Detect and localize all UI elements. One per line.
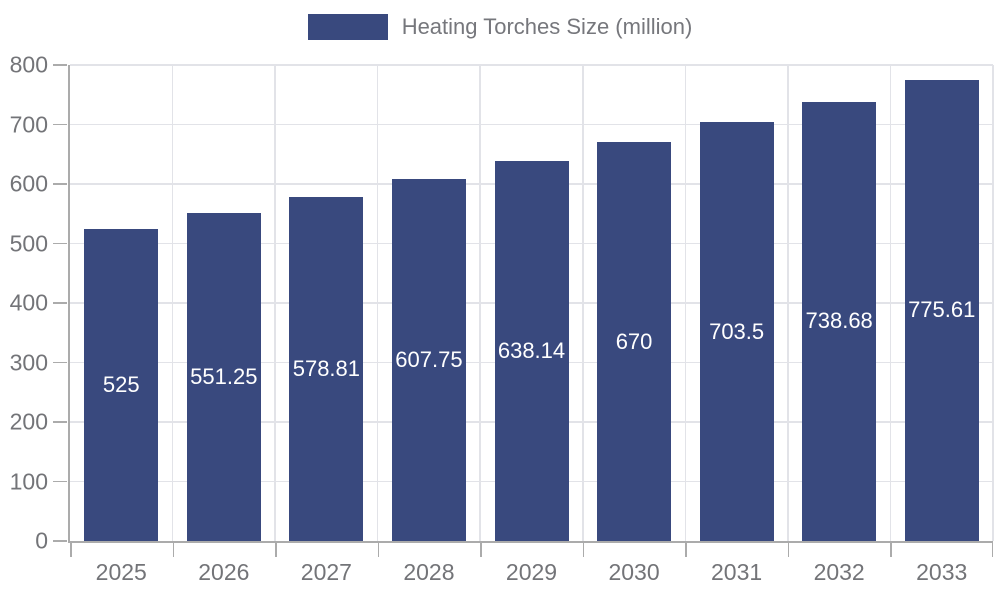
x-axis-category-label: 2033 xyxy=(916,559,968,585)
y-axis-tick-label: 100 xyxy=(9,468,48,494)
x-axis-tick xyxy=(275,541,277,557)
x-axis-tick xyxy=(991,541,993,557)
y-axis-tick-label: 400 xyxy=(9,289,48,316)
x-gridline xyxy=(376,65,379,541)
x-gridline xyxy=(684,65,687,541)
y-gridline xyxy=(70,64,993,66)
bar[interactable]: 638.14 xyxy=(494,161,569,541)
bar[interactable]: 551.25 xyxy=(186,213,261,541)
y-axis-tick-label: 700 xyxy=(9,111,48,137)
y-gridline xyxy=(70,123,993,126)
x-axis-tick xyxy=(70,541,72,557)
y-axis-tick-label: 800 xyxy=(9,51,48,78)
y-axis-tick-label: 200 xyxy=(9,408,48,435)
bar-value-label: 775.61 xyxy=(908,297,976,323)
y-axis-tick xyxy=(53,183,67,185)
x-axis-category-label: 2029 xyxy=(505,559,558,585)
x-axis-line xyxy=(68,541,993,543)
x-axis-category-label: 2028 xyxy=(403,559,455,585)
x-axis-tick xyxy=(582,541,585,557)
y-axis-tick-label: 500 xyxy=(9,230,48,256)
x-axis-tick xyxy=(890,541,892,557)
x-gridline xyxy=(274,65,276,541)
y-axis-tick xyxy=(53,64,67,66)
x-gridline xyxy=(889,65,892,541)
x-axis-tick xyxy=(172,541,175,557)
plot-area: 0 100 200 300 400 500 600 700 800 525 2025 551.25 20… xyxy=(10,52,994,585)
bar[interactable]: 578.81 xyxy=(289,196,364,541)
x-axis-tick xyxy=(480,541,482,557)
bar-value-label: 638.14 xyxy=(497,338,566,364)
x-axis-category-label: 2032 xyxy=(813,559,865,585)
x-axis-category-label: 2025 xyxy=(95,559,147,585)
x-gridline xyxy=(992,65,994,541)
bar-value-label: 670 xyxy=(615,328,653,354)
x-axis-tick xyxy=(685,541,687,557)
x-axis-category-label: 2031 xyxy=(711,559,763,585)
bar[interactable]: 738.68 xyxy=(802,101,877,541)
y-axis-tick xyxy=(53,361,67,364)
y-axis-tick-label: 600 xyxy=(9,170,48,197)
x-gridline xyxy=(171,65,174,541)
legend[interactable]: Heating Torches Size (million) xyxy=(0,14,1000,40)
x-axis-tick xyxy=(787,541,790,557)
x-gridline xyxy=(582,65,584,541)
y-axis-line xyxy=(68,65,70,543)
bar-value-label: 551.25 xyxy=(190,364,258,389)
y-axis-tick xyxy=(53,302,67,304)
bar-value-label: 578.81 xyxy=(292,355,361,381)
y-axis-tick-label: 0 xyxy=(35,527,48,554)
y-axis-tick-label: 300 xyxy=(9,349,48,375)
bar-value-label: 738.68 xyxy=(805,308,873,334)
bar[interactable]: 525 xyxy=(84,228,159,541)
legend-swatch xyxy=(307,14,388,40)
y-axis-tick xyxy=(53,123,67,126)
y-axis-tick xyxy=(53,242,67,245)
y-axis-tick xyxy=(53,540,67,542)
bar[interactable]: 775.61 xyxy=(904,79,979,541)
bar-value-label: 525 xyxy=(102,371,140,397)
bar[interactable]: 670 xyxy=(597,142,672,541)
x-axis-category-label: 2027 xyxy=(300,559,352,585)
x-axis-category-label: 2030 xyxy=(608,559,660,585)
bar-value-label: 607.75 xyxy=(395,347,463,373)
x-gridline xyxy=(479,65,481,541)
bar-value-label: 703.5 xyxy=(709,318,765,344)
x-axis-category-label: 2026 xyxy=(198,559,250,585)
y-axis-tick xyxy=(53,480,67,483)
bar[interactable]: 607.75 xyxy=(391,179,466,541)
x-gridline xyxy=(787,65,789,541)
bar[interactable]: 703.5 xyxy=(699,122,774,541)
y-axis-tick xyxy=(53,421,67,423)
legend-label: Heating Torches Size (million) xyxy=(401,14,693,39)
x-axis-tick xyxy=(377,541,380,557)
